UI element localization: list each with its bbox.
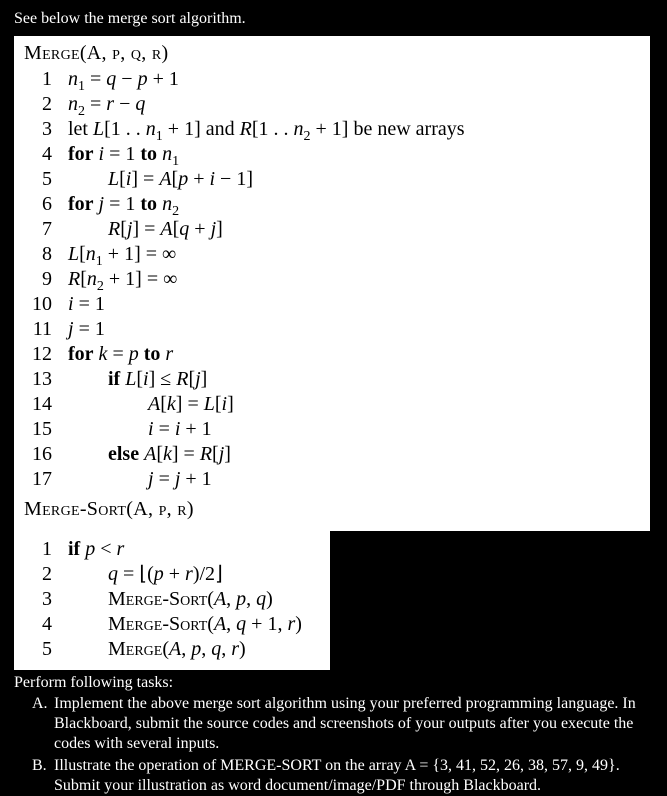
code-content: L[n1 + 1] = ∞ [68,242,176,267]
line-number: 4 [24,142,52,167]
merge-title: Merge(A, p, q, r) [24,42,640,65]
mergesort-lines: 1 if p < r 2 q = ⌊(p + r)/2⌋ 3 Merge-Sort(A, … [24,537,320,662]
line-number: 16 [24,442,52,467]
code-content: i = i + 1 [68,417,212,442]
line-number: 5 [24,637,52,662]
line-number: 13 [24,367,52,392]
code-line: 11 j = 1 [24,317,640,342]
tasks-title: Perform following tasks: [14,674,653,692]
line-number: 4 [24,612,52,637]
code-content: n1 = q − p + 1 [68,67,179,92]
code-line: 8 L[n1 + 1] = ∞ [24,242,640,267]
code-line: 10 i = 1 [24,292,640,317]
merge-lines: 1 n1 = q − p + 1 2 n2 = r − q 3 let L[1 . . n… [24,67,640,492]
line-number: 7 [24,217,52,242]
task-text: Illustrate the operation of MERGE-SORT o… [54,756,653,796]
task-item: A.Implement the above merge sort algorit… [32,694,653,754]
code-line: 15 i = i + 1 [24,417,640,442]
code-content: for i = 1 to n1 [68,142,179,167]
code-content: n2 = r − q [68,92,145,117]
line-number: 17 [24,467,52,492]
task-item: B.Illustrate the operation of MERGE-SORT… [32,756,653,796]
code-content: q = ⌊(p + r)/2⌋ [68,562,223,587]
code-line: 9 R[n2 + 1] = ∞ [24,267,640,292]
code-content: let L[1 . . n1 + 1] and R[1 . . n2 + 1] … [68,117,465,142]
tasks-section: Perform following tasks: A.Implement the… [14,674,653,796]
code-line: 17 j = j + 1 [24,467,640,492]
code-content: i = 1 [68,292,105,317]
merge-algorithm-box: Merge(A, p, q, r) 1 n1 = q − p + 1 2 n2 = r… [14,36,650,531]
task-letter: B. [32,756,54,796]
code-content: for j = 1 to n2 [68,192,179,217]
code-line: 4 Merge-Sort(A, q + 1, r) [24,612,320,637]
task-text: Implement the above merge sort algorithm… [54,694,653,754]
code-line: 4 for i = 1 to n1 [24,142,640,167]
line-number: 3 [24,117,52,142]
code-line: 6 for j = 1 to n2 [24,192,640,217]
line-number: 15 [24,417,52,442]
code-content: else A[k] = R[j] [68,442,231,467]
line-number: 11 [24,317,52,342]
code-content: Merge-Sort(A, q + 1, r) [68,612,302,637]
code-content: R[n2 + 1] = ∞ [68,267,177,292]
code-line: 14 A[k] = L[i] [24,392,640,417]
intro-text: See below the merge sort algorithm. [14,10,653,28]
line-number: 2 [24,562,52,587]
code-content: L[i] = A[p + i − 1] [68,167,253,192]
code-line: 5 L[i] = A[p + i − 1] [24,167,640,192]
mergesort-title: Merge-Sort(A, p, r) [24,498,640,521]
line-number: 10 [24,292,52,317]
mergesort-algorithm-box: 1 if p < r 2 q = ⌊(p + r)/2⌋ 3 Merge-Sort(A, … [14,531,330,670]
code-line: 16 else A[k] = R[j] [24,442,640,467]
code-content: Merge-Sort(A, p, q) [68,587,273,612]
code-line: 3 Merge-Sort(A, p, q) [24,587,320,612]
code-content: for k = p to r [68,342,173,367]
code-line: 2 q = ⌊(p + r)/2⌋ [24,562,320,587]
code-content: if p < r [68,537,124,562]
code-content: R[j] = A[q + j] [68,217,223,242]
code-content: Merge(A, p, q, r) [68,637,246,662]
code-line: 5 Merge(A, p, q, r) [24,637,320,662]
code-line: 1 n1 = q − p + 1 [24,67,640,92]
line-number: 6 [24,192,52,217]
code-line: 13 if L[i] ≤ R[j] [24,367,640,392]
line-number: 2 [24,92,52,117]
line-number: 3 [24,587,52,612]
code-line: 12 for k = p to r [24,342,640,367]
code-content: if L[i] ≤ R[j] [68,367,207,392]
line-number: 1 [24,537,52,562]
line-number: 8 [24,242,52,267]
code-line: 2 n2 = r − q [24,92,640,117]
line-number: 12 [24,342,52,367]
code-line: 1 if p < r [24,537,320,562]
code-content: j = 1 [68,317,105,342]
line-number: 1 [24,67,52,92]
line-number: 14 [24,392,52,417]
line-number: 5 [24,167,52,192]
code-line: 3 let L[1 . . n1 + 1] and R[1 . . n2 + 1]… [24,117,640,142]
task-letter: A. [32,694,54,754]
code-content: A[k] = L[i] [68,392,234,417]
code-content: j = j + 1 [68,467,212,492]
code-line: 7 R[j] = A[q + j] [24,217,640,242]
line-number: 9 [24,267,52,292]
